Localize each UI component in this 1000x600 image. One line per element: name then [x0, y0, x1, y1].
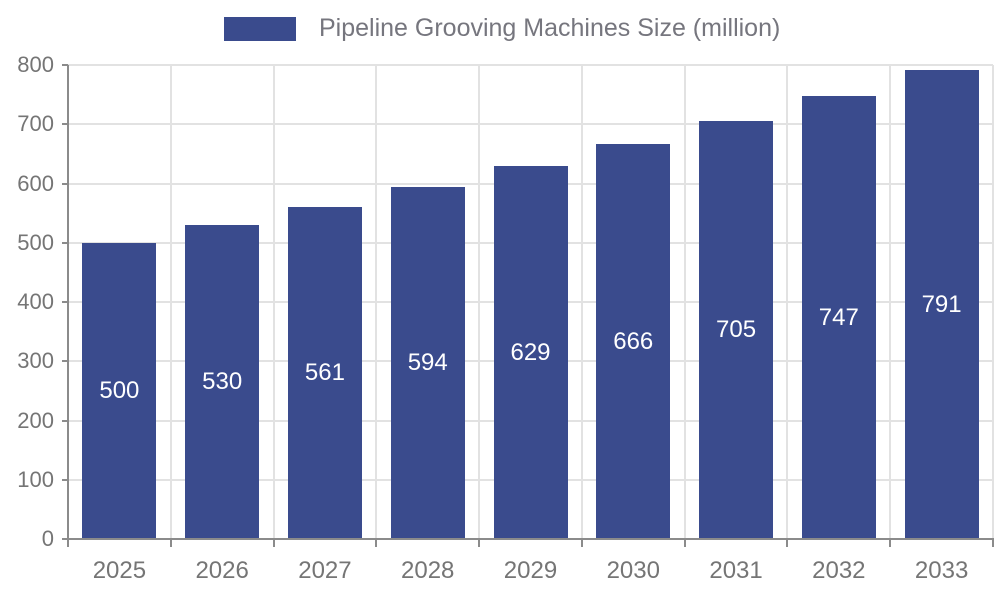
bar-2027: 561	[287, 206, 362, 539]
x-axis-tick	[683, 539, 686, 547]
x-axis-tick-label: 2032	[812, 557, 866, 584]
gridline-vertical	[889, 65, 892, 539]
bar-2026: 530	[185, 224, 260, 539]
bar-2029: 629	[493, 166, 568, 539]
x-axis-tick	[169, 539, 172, 547]
x-axis-tick	[992, 539, 994, 547]
gridline-vertical	[169, 65, 172, 539]
y-axis-tick-label: 200	[17, 407, 54, 433]
legend-label: Pipeline Grooving Machines Size (million…	[319, 14, 781, 42]
gridline-vertical	[992, 65, 994, 539]
y-axis-tick-label: 800	[17, 52, 54, 77]
gridline-vertical	[375, 65, 378, 539]
y-axis-tick-label: 700	[17, 111, 54, 137]
y-axis-tick	[62, 419, 68, 422]
x-axis-tick	[67, 539, 69, 547]
y-axis-tick	[62, 360, 68, 363]
bar-2033: 791	[904, 70, 979, 539]
plot-area: 500 530 561 594 629 666 705 747 791	[68, 64, 994, 539]
gridline-vertical	[786, 65, 789, 539]
x-axis-tick-label: 2030	[606, 557, 660, 584]
bar-value-label: 705	[716, 316, 757, 344]
y-axis-tick-label: 500	[17, 229, 54, 255]
x-axis-tick-label: 2033	[914, 557, 969, 584]
x-axis-tick-label: 2028	[401, 557, 455, 584]
y-axis-line	[67, 65, 69, 539]
bar-value-label: 666	[613, 327, 654, 355]
y-axis-tick	[62, 478, 68, 481]
x-axis-tick-label: 2029	[503, 557, 558, 584]
bar-value-label: 561	[304, 358, 345, 386]
bar-2028: 594	[390, 187, 465, 539]
gridline-horizontal	[68, 64, 993, 66]
bar-value-label: 530	[202, 367, 243, 395]
gridline-vertical	[580, 65, 583, 539]
legend: Pipeline Grooving Machines Size (million…	[224, 16, 780, 41]
legend-swatch	[224, 16, 296, 41]
x-axis-tick	[375, 539, 378, 547]
bar-2032: 747	[801, 96, 876, 539]
bar-value-label: 629	[510, 338, 551, 366]
x-axis-tick	[272, 539, 275, 547]
x-axis-tick-label: 2027	[298, 557, 352, 584]
x-axis-tick	[786, 539, 789, 547]
bar-value-label: 594	[407, 349, 448, 377]
bar-value-label: 747	[818, 303, 859, 331]
y-axis-tick-label: 100	[17, 466, 54, 492]
y-axis-tick	[62, 241, 68, 244]
x-axis-tick-label: 2025	[92, 557, 147, 584]
x-axis-tick-label: 2031	[709, 557, 763, 584]
y-axis-tick	[62, 123, 68, 126]
bar-2025: 500	[82, 242, 157, 539]
bar-value-label: 791	[921, 290, 962, 318]
x-axis-tick	[580, 539, 583, 547]
gridline-horizontal	[68, 123, 993, 126]
bar-2030: 666	[596, 144, 671, 539]
x-axis-tick-label: 2026	[195, 557, 249, 584]
y-axis-tick-label: 300	[17, 348, 54, 374]
y-axis-tick-label: 400	[17, 289, 54, 314]
x-axis-tick	[889, 539, 892, 547]
x-axis-line	[67, 538, 994, 540]
y-axis-tick	[62, 64, 68, 66]
y-axis-tick	[62, 301, 68, 303]
gridline-vertical	[683, 65, 686, 539]
x-axis-tick	[478, 539, 481, 547]
gridline-vertical	[272, 65, 275, 539]
bar-2031: 705	[699, 121, 774, 539]
y-axis-tick	[62, 538, 68, 540]
y-axis-tick	[62, 182, 68, 185]
y-axis-tick-label: 0	[41, 526, 54, 551]
y-axis-tick-label: 600	[17, 170, 54, 196]
gridline-vertical	[478, 65, 481, 539]
bar-value-label: 500	[99, 376, 140, 404]
